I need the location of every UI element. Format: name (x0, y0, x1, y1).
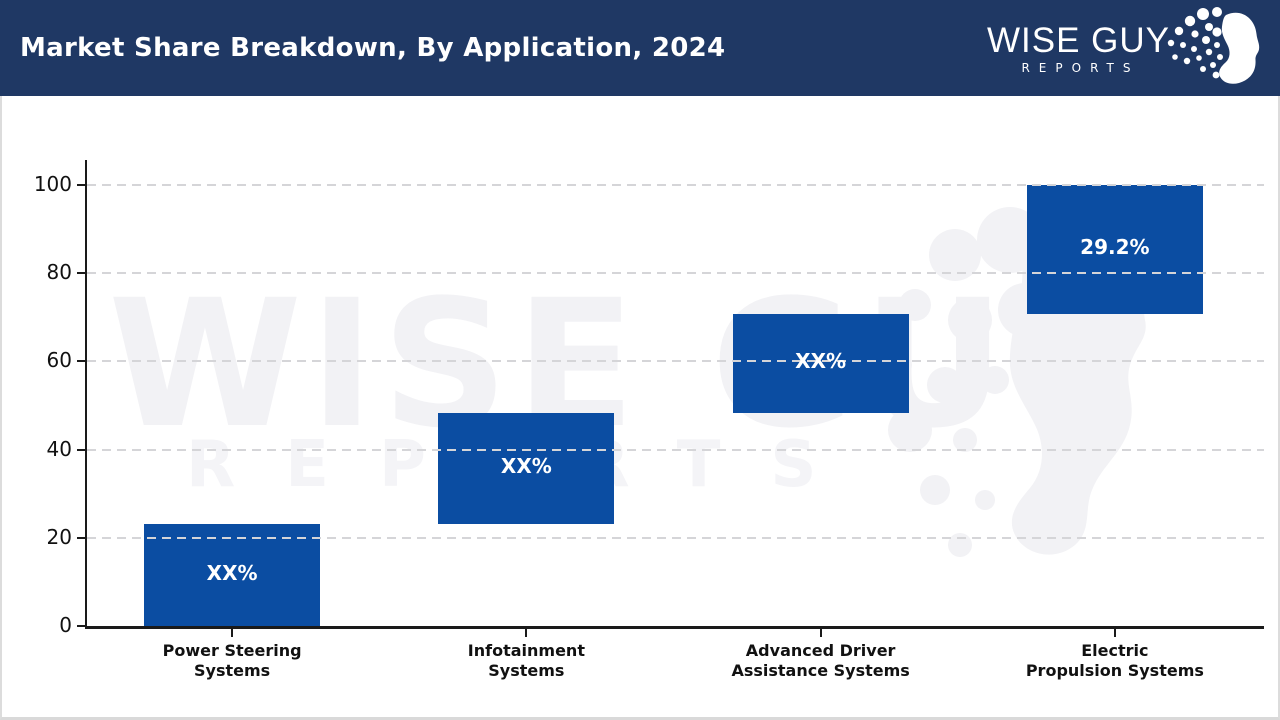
y-tick-mark-40 (77, 448, 85, 451)
wiseguy-logo: WISE GUY REPORTS (987, 5, 1260, 91)
x-tick-mark-4 (1113, 629, 1116, 637)
logo-text: WISE GUY REPORTS (987, 23, 1170, 74)
x-axis-line (85, 626, 1264, 629)
category-label-power-steering-systems: Power Steering Systems (162, 641, 302, 680)
y-tick-mark-60 (77, 360, 85, 363)
y-tick-mark-0 (77, 625, 85, 627)
y-tick-label-0: 0 (59, 613, 72, 637)
logo-tagline: REPORTS (1021, 60, 1140, 75)
y-tick-label-60: 60 (46, 348, 72, 373)
category-label-advanced-driver-assistance-systems: Advanced Driver Assistance Systems (731, 641, 910, 680)
y-tick-mark-80 (77, 272, 85, 275)
x-tick-mark-1 (231, 629, 234, 637)
logo-name: WISE GUY (986, 20, 1170, 60)
header-bar: Market Share Breakdown, By Application, … (0, 0, 1280, 96)
y-tick-label-80: 80 (46, 260, 72, 285)
bar-value-label-3: XX% (795, 349, 847, 374)
y-tick-mark-100 (77, 184, 85, 186)
category-label-infotainment-systems: Infotainment Systems (467, 641, 585, 680)
x-tick-mark-3 (819, 629, 822, 637)
bar-power-steering-systems (144, 524, 321, 626)
bar-value-label-1: XX% (206, 561, 258, 586)
gridline-80 (87, 272, 1264, 275)
gridline-60 (87, 360, 1264, 363)
category-label-electric-propulsion-systems: Electric Propulsion Systems (1025, 641, 1204, 680)
gridline-40 (87, 448, 1264, 451)
watermark-wordmark: WISE GUY (108, 262, 1147, 467)
chart-title: Market Share Breakdown, By Application, … (20, 33, 726, 63)
bar-infotainment-systems (438, 412, 615, 525)
bar-advanced-driver-assistance-systems (732, 313, 909, 413)
logo-head-icon (1167, 7, 1260, 84)
y-tick-mark-20 (77, 536, 85, 539)
gridline-20 (87, 536, 1264, 539)
bar-value-label-2: XX% (500, 454, 552, 479)
gridline-100 (87, 184, 1264, 186)
y-tick-label-20: 20 (46, 524, 72, 549)
y-tick-label-40: 40 (46, 436, 72, 461)
bar-value-label-4: 29.2% (1080, 235, 1150, 260)
y-axis-line (85, 160, 87, 626)
y-tick-label-100: 100 (33, 172, 72, 196)
x-tick-mark-2 (525, 629, 528, 637)
